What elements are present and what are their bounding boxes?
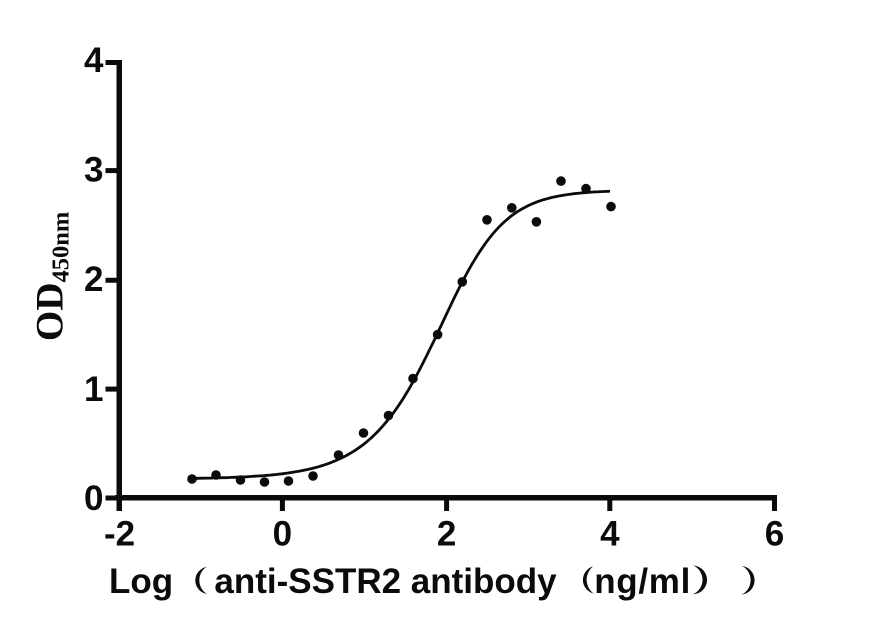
svg-text:-2: -2 (104, 514, 135, 553)
svg-text:anti-SSTR2 antibody: anti-SSTR2 antibody (214, 562, 557, 601)
svg-text:Log: Log (109, 562, 173, 601)
svg-text:ng/ml: ng/ml (594, 562, 691, 601)
svg-text:3: 3 (84, 151, 103, 190)
svg-text:2: 2 (84, 260, 103, 299)
svg-text:2: 2 (437, 514, 456, 553)
svg-text:0: 0 (84, 479, 103, 518)
svg-text:0: 0 (273, 514, 292, 553)
svg-text:4: 4 (84, 41, 104, 80)
svg-text:6: 6 (765, 514, 784, 553)
svg-text:4: 4 (600, 514, 620, 553)
svg-text:1: 1 (84, 370, 103, 409)
